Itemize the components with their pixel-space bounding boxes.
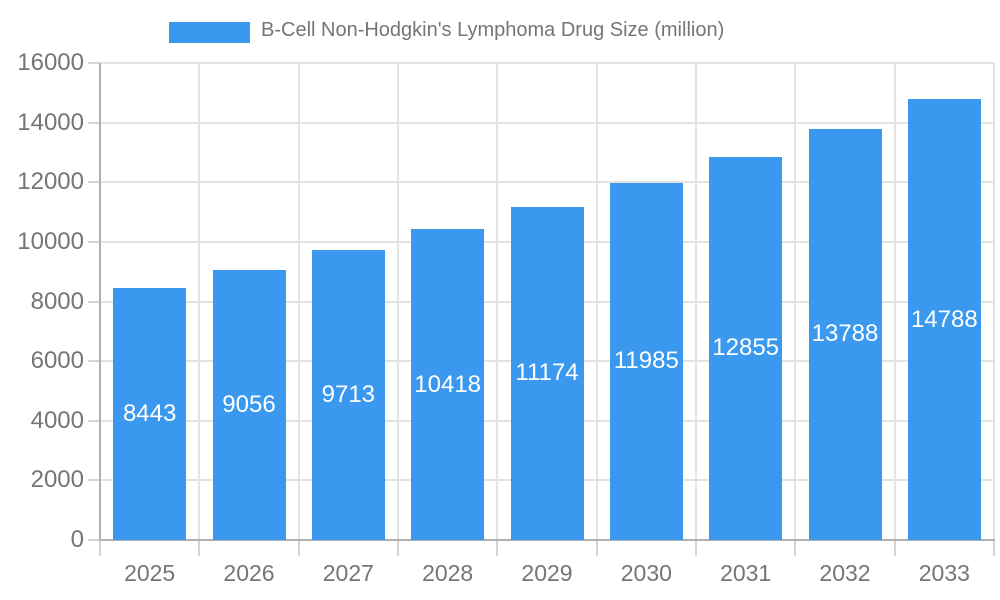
x-axis-tick xyxy=(496,540,499,556)
bar-value-label: 12855 xyxy=(712,334,780,362)
x-axis-tick xyxy=(794,540,797,556)
x-tick-label: 2032 xyxy=(819,560,871,586)
y-tick-label: 0 xyxy=(70,526,84,553)
x-axis-tick xyxy=(993,540,995,556)
gridline-vertical xyxy=(893,63,896,540)
x-axis-tick xyxy=(99,540,101,556)
gridline-vertical xyxy=(397,63,399,540)
bar-value-label: 11985 xyxy=(613,347,679,375)
y-axis-tick xyxy=(88,121,100,124)
bar-value-label: 10418 xyxy=(414,370,482,398)
bar-value-label: 13788 xyxy=(811,320,879,348)
y-tick-label: 16000 xyxy=(17,49,84,76)
bar-value-label: 14788 xyxy=(910,305,978,333)
y-axis-tick xyxy=(88,360,100,363)
y-axis-tick xyxy=(88,240,100,243)
gridline-vertical xyxy=(297,63,300,540)
bar xyxy=(907,99,981,540)
x-tick-label: 2029 xyxy=(521,560,573,586)
gridline-vertical xyxy=(695,63,697,540)
bar xyxy=(510,206,584,540)
y-axis-tick xyxy=(88,300,100,303)
bar xyxy=(212,270,286,540)
gridline-vertical xyxy=(794,63,797,540)
y-tick-label: 14000 xyxy=(17,108,84,136)
gridline-vertical xyxy=(595,63,598,540)
y-tick-label: 4000 xyxy=(30,406,84,434)
x-tick-label: 2031 xyxy=(720,560,772,586)
bar xyxy=(113,288,187,540)
y-tick-label: 8000 xyxy=(30,287,84,315)
x-tick-label: 2027 xyxy=(322,560,374,586)
x-axis-tick xyxy=(695,540,697,556)
y-tick-label: 12000 xyxy=(17,168,84,196)
gridline-vertical xyxy=(993,63,995,540)
y-tick-label: 10000 xyxy=(17,227,84,255)
x-tick-label: 2026 xyxy=(223,560,275,586)
y-axis-tick xyxy=(88,479,100,482)
y-axis-line xyxy=(99,63,101,541)
bar-value-label: 11174 xyxy=(515,359,579,387)
x-axis-tick xyxy=(297,540,300,556)
x-tick-label: 2028 xyxy=(422,560,474,586)
x-tick-label: 2033 xyxy=(918,560,970,586)
bar-value-label: 9056 xyxy=(222,391,276,418)
y-axis-tick xyxy=(88,539,100,541)
x-axis-tick xyxy=(893,540,896,556)
x-axis-line xyxy=(99,539,995,541)
y-axis-tick xyxy=(88,181,100,184)
gridline-horizontal xyxy=(100,121,994,124)
legend-swatch[interactable] xyxy=(169,22,250,43)
gridline-vertical xyxy=(496,63,499,540)
y-axis-tick xyxy=(88,62,100,64)
x-tick-label: 2030 xyxy=(620,560,672,586)
y-axis-tick xyxy=(88,419,100,422)
gridline-horizontal xyxy=(100,181,994,184)
bar xyxy=(411,229,485,540)
bar xyxy=(609,182,683,540)
legend-title: B-Cell Non-Hodgkin's Lymphoma Drug Size … xyxy=(261,19,725,41)
y-tick-label: 6000 xyxy=(30,347,84,375)
bar xyxy=(709,156,783,540)
bar-value-label: 8443 xyxy=(122,400,177,428)
x-axis-tick xyxy=(198,540,201,556)
bar xyxy=(808,128,882,540)
gridline-vertical xyxy=(198,63,201,540)
gridline-horizontal xyxy=(100,62,994,64)
y-tick-label: 2000 xyxy=(30,466,84,494)
bar xyxy=(311,250,385,540)
x-axis-tick xyxy=(397,540,399,556)
x-tick-label: 2025 xyxy=(124,560,176,586)
bar-value-label: 9713 xyxy=(321,381,376,409)
x-axis-tick xyxy=(595,540,598,556)
